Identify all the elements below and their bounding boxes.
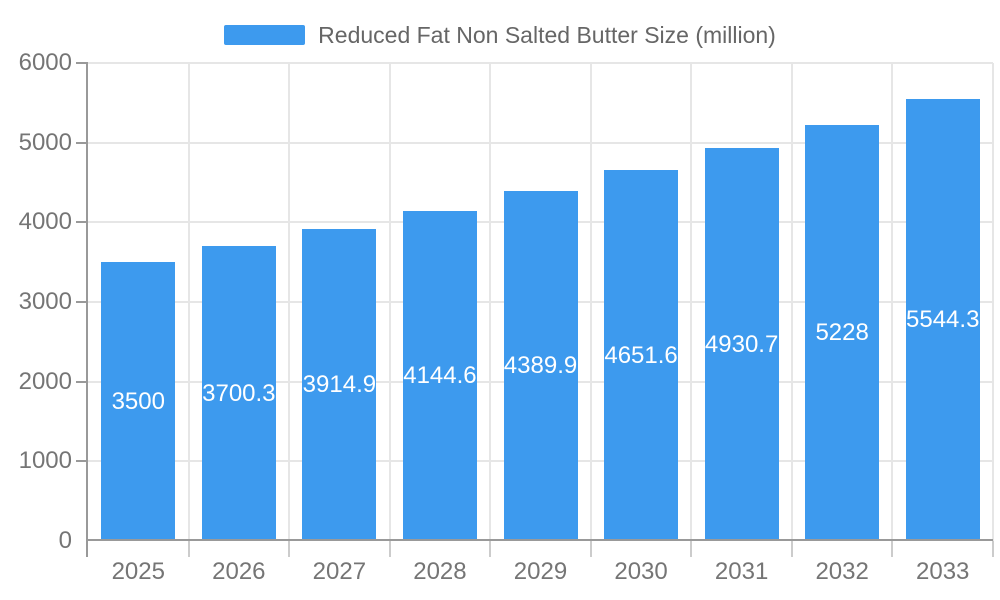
x-axis-label: 2026	[212, 558, 266, 585]
x-axis-label: 2032	[815, 558, 869, 585]
legend-swatch-icon	[224, 25, 306, 45]
y-axis-tick	[76, 380, 88, 383]
bar-2028	[402, 210, 477, 541]
bar-2032	[805, 124, 880, 541]
bar-2025	[101, 262, 176, 541]
x-gridline	[388, 63, 391, 541]
bar-value-label: 4930.7	[704, 330, 779, 358]
x-axis-tick	[690, 541, 693, 557]
legend-item-series[interactable]: Reduced Fat Non Salted Butter Size (mill…	[224, 22, 776, 48]
x-gridline	[589, 63, 592, 541]
x-axis-tick	[891, 541, 894, 557]
y-axis-tick	[76, 62, 88, 64]
bar-2026	[201, 246, 276, 541]
x-axis-label: 2025	[111, 558, 165, 585]
x-axis-tick	[388, 541, 391, 557]
x-gridline	[187, 63, 190, 541]
x-axis-tick	[589, 541, 592, 557]
x-axis-line	[86, 539, 993, 541]
x-gridline	[288, 63, 291, 541]
y-axis-label: 0	[58, 527, 72, 554]
y-axis-label: 2000	[18, 367, 72, 395]
x-axis-tick	[790, 541, 793, 557]
y-axis-tick	[76, 301, 88, 303]
x-axis-label: 2033	[916, 558, 970, 585]
bar-2030	[604, 170, 679, 541]
bar-value-label: 3700.3	[202, 379, 276, 407]
y-gridline	[88, 141, 993, 144]
y-axis-label: 5000	[18, 128, 72, 156]
y-axis-line	[86, 63, 88, 557]
y-axis-tick	[76, 141, 88, 144]
x-axis-label: 2031	[714, 558, 769, 585]
x-axis-label: 2030	[614, 558, 668, 585]
x-gridline	[790, 63, 793, 541]
y-axis-tick	[76, 460, 88, 463]
bar-2029	[503, 191, 578, 541]
legend: Reduced Fat Non Salted Butter Size (mill…	[0, 22, 1000, 48]
y-gridline	[88, 62, 993, 64]
bar-value-label: 3914.9	[302, 371, 377, 399]
x-gridline	[489, 63, 492, 541]
x-axis-tick	[288, 541, 291, 557]
x-gridline	[891, 63, 894, 541]
x-gridline	[992, 63, 994, 541]
bar-2033	[905, 99, 980, 541]
x-axis-tick	[992, 541, 994, 557]
plot-area: 0 1000 2000 3000 4000 5000 6000 3500 2025 3700.3 2…	[19, 50, 994, 585]
x-axis-tick	[187, 541, 190, 557]
bar-value-label: 4651.6	[604, 341, 678, 369]
y-axis-label: 3000	[18, 288, 72, 315]
bar-value-label: 5228	[815, 318, 869, 346]
y-axis-label: 4000	[18, 208, 72, 236]
bar-2027	[302, 229, 377, 541]
y-axis-label: 6000	[18, 49, 72, 76]
bar-value-label: 5544.3	[906, 306, 980, 334]
x-axis-tick	[489, 541, 492, 557]
y-axis-tick	[76, 221, 88, 224]
bar-value-label: 4144.6	[403, 361, 477, 389]
x-axis-label: 2029	[513, 558, 568, 585]
x-gridline	[690, 63, 693, 541]
x-axis-label: 2027	[312, 558, 367, 585]
bar-2031	[704, 148, 779, 541]
bar-value-label: 4389.9	[503, 352, 578, 380]
y-axis-label: 1000	[18, 447, 72, 475]
bar-value-label: 3500	[111, 387, 165, 415]
legend-label: Reduced Fat Non Salted Butter Size (mill…	[318, 22, 776, 48]
x-axis-label: 2028	[413, 558, 467, 585]
